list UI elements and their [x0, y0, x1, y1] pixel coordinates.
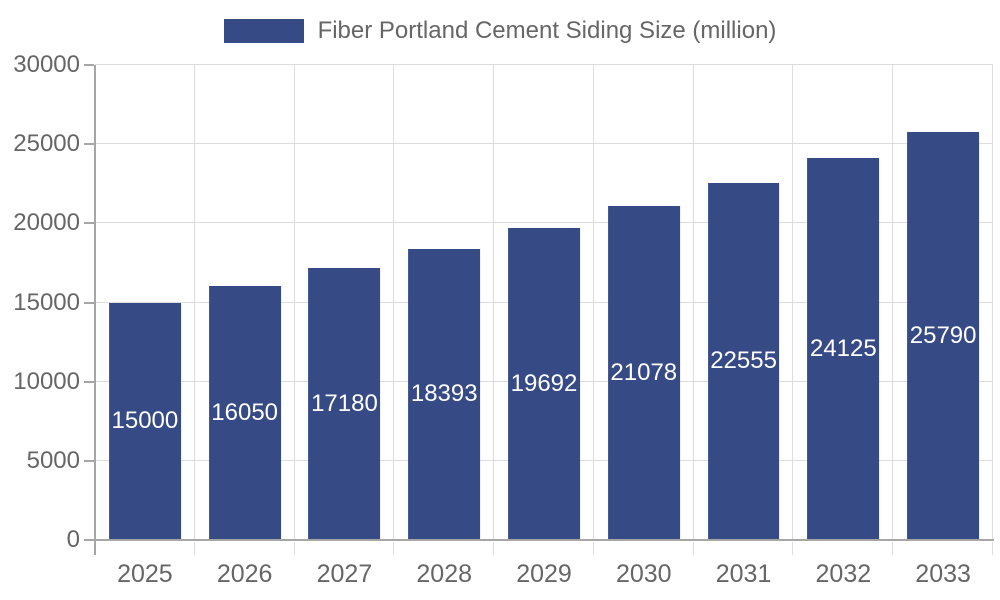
x-axis-tick	[493, 542, 495, 555]
x-axis-tick	[792, 542, 794, 555]
x-axis-tick	[193, 542, 195, 555]
gridline-vertical	[293, 65, 295, 540]
bar[interactable]: 22555	[707, 182, 780, 540]
x-axis-tick-label: 2029	[516, 560, 572, 588]
x-axis-tick	[692, 542, 694, 555]
x-axis-line	[94, 539, 994, 541]
bar-value-label: 22555	[710, 347, 777, 375]
bar[interactable]: 17180	[308, 267, 381, 540]
gridline-horizontal	[95, 64, 993, 65]
bar-series: 15000 16050 17180 18393 19692 21078 22555 24125…	[95, 65, 993, 540]
bar-column: 17180	[295, 65, 395, 540]
x-axis-tick-label: 2030	[615, 560, 672, 588]
bar-column: 24125	[793, 65, 893, 540]
gridline-vertical	[892, 65, 894, 540]
legend: Fiber Portland Cement Siding Size (milli…	[0, 17, 1000, 45]
x-axis-tick	[592, 542, 594, 555]
x-axis-tick-label: 2031	[715, 560, 772, 588]
y-axis-tick-label: 15000	[13, 288, 80, 316]
x-axis-tick-label: 2032	[815, 560, 872, 588]
gridline-horizontal	[95, 143, 993, 145]
gridline-vertical	[592, 65, 594, 540]
legend-label: Fiber Portland Cement Siding Size (milli…	[317, 17, 777, 44]
bar-value-label: 24125	[809, 335, 877, 363]
y-axis-tick-label: 20000	[13, 209, 80, 237]
bar-value-label: 18393	[410, 380, 478, 408]
bar-column: 15000	[95, 65, 195, 540]
bar[interactable]: 16050	[208, 285, 281, 540]
bar[interactable]: 24125	[807, 158, 880, 540]
bar-column: 18393	[394, 65, 494, 540]
bar[interactable]: 21078	[607, 206, 680, 540]
x-axis-tick	[992, 542, 993, 555]
gridline-vertical	[393, 65, 395, 540]
bar-value-label: 16050	[211, 398, 279, 426]
legend-item[interactable]: Fiber Portland Cement Siding Size (milli…	[223, 17, 777, 45]
gridline-vertical	[992, 65, 993, 540]
bar[interactable]: 15000	[108, 302, 181, 540]
y-axis-tick	[84, 64, 94, 66]
plot-area: 15000 16050 17180 18393 19692 21078 22555 24125…	[95, 64, 993, 540]
y-axis-tick	[84, 222, 94, 225]
y-axis-tick	[84, 301, 94, 304]
bar-value-label: 21078	[610, 359, 678, 387]
gridline-vertical	[792, 65, 794, 540]
bar-column: 21078	[594, 65, 694, 540]
bar[interactable]: 19692	[508, 228, 580, 540]
y-axis-tick-label: 10000	[13, 367, 80, 395]
y-axis-tick	[84, 539, 94, 541]
x-axis-tick	[293, 542, 295, 555]
y-axis-tick	[84, 380, 94, 383]
y-axis-line	[94, 65, 96, 555]
x-axis-tick	[892, 542, 894, 555]
gridline-vertical	[493, 65, 495, 540]
bar-value-label: 25790	[909, 321, 977, 349]
bar[interactable]: 25790	[907, 131, 980, 540]
x-axis-tick-label: 2025	[117, 560, 173, 588]
legend-swatch-icon	[223, 19, 304, 43]
x-axis-tick	[393, 542, 395, 555]
y-axis-tick-label: 5000	[26, 446, 80, 474]
bar-column: 22555	[694, 65, 794, 540]
bar-value-label: 17180	[311, 389, 378, 417]
bar-value-label: 15000	[111, 407, 179, 435]
gridline-horizontal	[95, 222, 993, 224]
y-axis-tick	[84, 143, 94, 146]
x-axis-tick-label: 2033	[915, 560, 971, 588]
gridline-vertical	[692, 65, 694, 540]
x-axis-tick-label: 2027	[316, 560, 373, 588]
y-axis-tick-label: 25000	[13, 130, 80, 158]
bar-column: 16050	[195, 65, 295, 540]
bar-column: 25790	[893, 65, 993, 540]
gridline-vertical	[193, 65, 195, 540]
bar-value-label: 19692	[510, 370, 578, 398]
bar[interactable]: 18393	[408, 248, 481, 540]
y-axis-tick	[84, 459, 94, 462]
bar-column: 19692	[494, 65, 594, 540]
x-axis-tick-label: 2026	[216, 560, 273, 588]
y-axis-tick-label: 0	[66, 526, 80, 553]
x-axis-tick-label: 2028	[416, 560, 473, 588]
y-axis-tick-label: 30000	[13, 51, 80, 78]
